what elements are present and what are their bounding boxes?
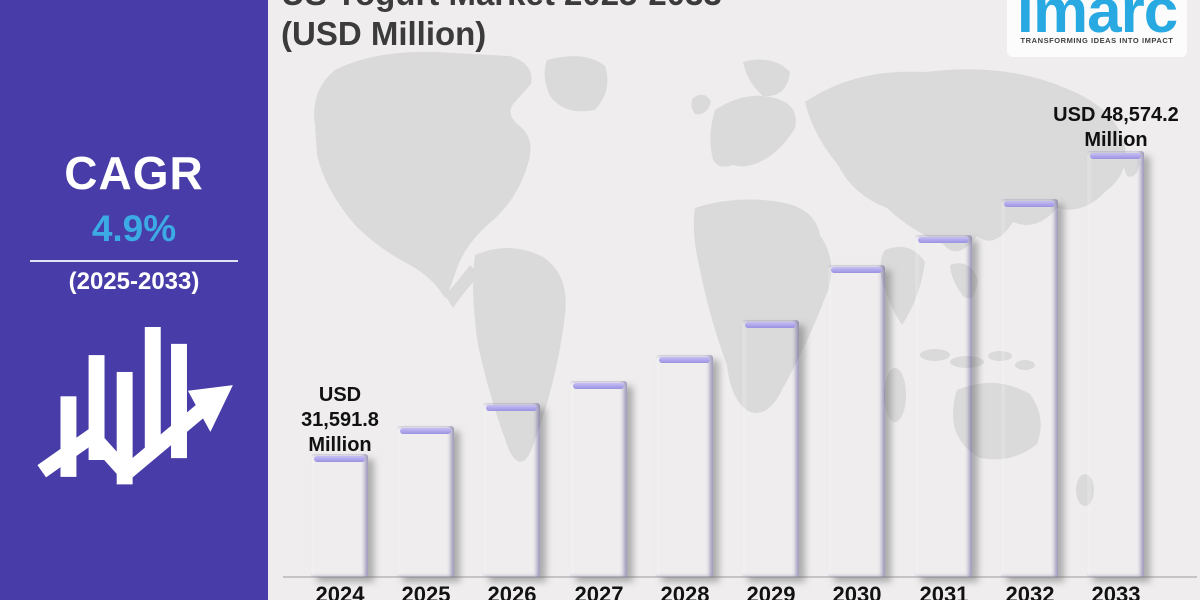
bar-slot-2025: 2025 [397,426,454,600]
value-label-line: Million [308,434,372,456]
imarc-logo-wordmark: imarc [1016,0,1178,46]
value-label-line: USD 48,574.2 [1053,104,1179,126]
value-label-2024: USD 31,591.8 Million [255,383,425,458]
value-label-line: Million [1084,129,1148,151]
bar-slot-2027: 2027 [570,381,627,600]
chart-title: US Yogurt Market 2025-2033 (USD Million) [281,0,722,54]
chart-title-line1: US Yogurt Market 2025-2033 [281,0,722,14]
imarc-logo-tagline: TRANSFORMING IDEAS INTO IMPACT [1020,36,1174,45]
value-label-2033: USD 48,574.2 Million [1028,103,1200,153]
x-axis-label-2026: 2026 [487,582,537,600]
x-axis-label-2031: 2031 [919,582,969,600]
bar-2026 [483,403,540,577]
x-axis-label-2024: 2024 [315,582,365,600]
divider [30,260,238,262]
cagr-panel: CAGR 4.9% (2025-2033) [0,0,268,600]
imarc-logo: imarc TRANSFORMING IDEAS INTO IMPACT [1007,0,1187,57]
chart-title-line2: (USD Million) [281,15,487,52]
bar-2032 [1001,199,1058,577]
bar-chart-growth-arrow-icon [32,312,237,495]
bar-2024 [311,454,368,577]
value-label-line: 31,591.8 [301,409,379,431]
bar-slot-2030: 2030 [828,265,885,600]
x-axis-line [283,576,1197,578]
x-axis-label-2032: 2032 [1005,582,1055,600]
cagr-label: CAGR [64,147,204,199]
bar-2025 [397,426,454,577]
bar-2030 [828,265,885,577]
x-axis-label-2030: 2030 [832,582,882,600]
value-label-line: USD [318,384,362,406]
bar-2033 [1087,151,1144,577]
x-axis-label-2029: 2029 [746,582,796,600]
bar-slot-2032: 2032 [1001,199,1058,600]
bar-slot-2024: 2024 [311,454,368,600]
x-axis-label-2033: 2033 [1091,582,1141,600]
x-axis-label-2025: 2025 [401,582,451,600]
x-axis-label-2027: 2027 [574,582,624,600]
bar-slot-2028: 2028 [656,355,713,600]
bar-slot-2031: 2031 [915,235,972,600]
bar-2031 [915,235,972,577]
cagr-period: (2025-2033) [68,268,200,295]
bar-slot-2033: 2033 [1087,151,1144,600]
bar-2028 [656,355,713,577]
bar-slot-2026: 2026 [483,403,540,600]
cagr-value: 4.9% [91,208,177,249]
bar-slot-2029: 2029 [742,320,799,600]
bar-2029 [742,320,799,577]
x-axis-label-2028: 2028 [660,582,710,600]
bar-2027 [570,381,627,577]
